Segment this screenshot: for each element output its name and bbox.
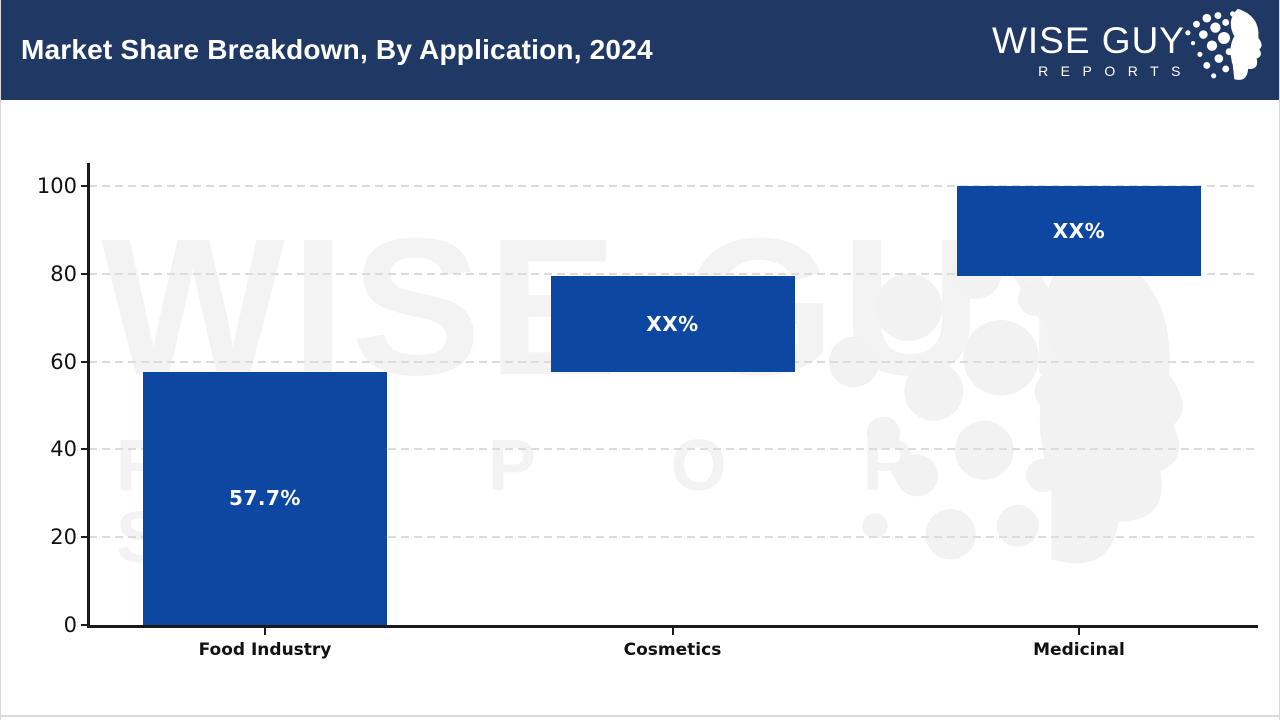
logo-text: WISE GUY REPORTS xyxy=(992,22,1185,78)
x-axis-tick xyxy=(671,627,674,635)
y-axis-tick-label: 100 xyxy=(36,174,77,198)
y-axis-tick-label: 20 xyxy=(50,525,77,550)
y-axis-tick-label: 80 xyxy=(50,261,77,286)
logo-wiseguy-label: WISE GUY xyxy=(991,20,1185,61)
waterfall-chart: 0 20 40 60 80 100 57.7% Food Industry XX% Cosmeti… xyxy=(1,100,1279,716)
y-axis-tick-label: 40 xyxy=(50,437,77,462)
x-axis-category-label: Medicinal xyxy=(1033,640,1125,660)
y-axis-tick xyxy=(81,185,89,187)
bar-cosmetics: XX% xyxy=(550,276,795,372)
gridline-y100 xyxy=(89,185,1256,187)
bottom-border-line xyxy=(1,715,1279,717)
y-axis-tick xyxy=(81,448,89,451)
dotted-head-profile-icon xyxy=(1185,8,1262,80)
y-axis-tick-label: 60 xyxy=(50,349,77,374)
y-axis-line xyxy=(87,163,90,627)
bar-food-industry: 57.7% xyxy=(143,371,387,625)
header-bar: Market Share Breakdown, By Application, … xyxy=(1,0,1279,100)
x-axis-category-label: Food Industry xyxy=(198,640,332,660)
gridline-y80 xyxy=(89,272,1256,275)
gridline-y20 xyxy=(89,536,1256,539)
x-axis-tick xyxy=(264,627,266,635)
gridline-y40 xyxy=(89,448,1256,451)
wise-guy-reports-logo: WISE GUY REPORTS xyxy=(992,7,1267,93)
y-axis-tick-label: 0 xyxy=(63,613,77,637)
y-axis-tick xyxy=(81,360,89,363)
bar-value-label: XX% xyxy=(1052,219,1106,244)
x-axis-tick xyxy=(1078,627,1080,635)
y-axis-tick xyxy=(81,272,89,275)
page-title: Market Share Breakdown, By Application, … xyxy=(21,34,653,65)
bar-value-label: 57.7% xyxy=(229,486,301,511)
y-axis-tick xyxy=(81,624,89,626)
x-axis-line xyxy=(87,625,1258,628)
y-axis-tick xyxy=(81,536,89,539)
x-axis-category-label: Cosmetics xyxy=(623,640,722,660)
bar-value-label: XX% xyxy=(646,312,699,337)
bar-medicinal: XX% xyxy=(957,186,1201,277)
logo-reports-label: REPORTS xyxy=(1038,63,1193,79)
